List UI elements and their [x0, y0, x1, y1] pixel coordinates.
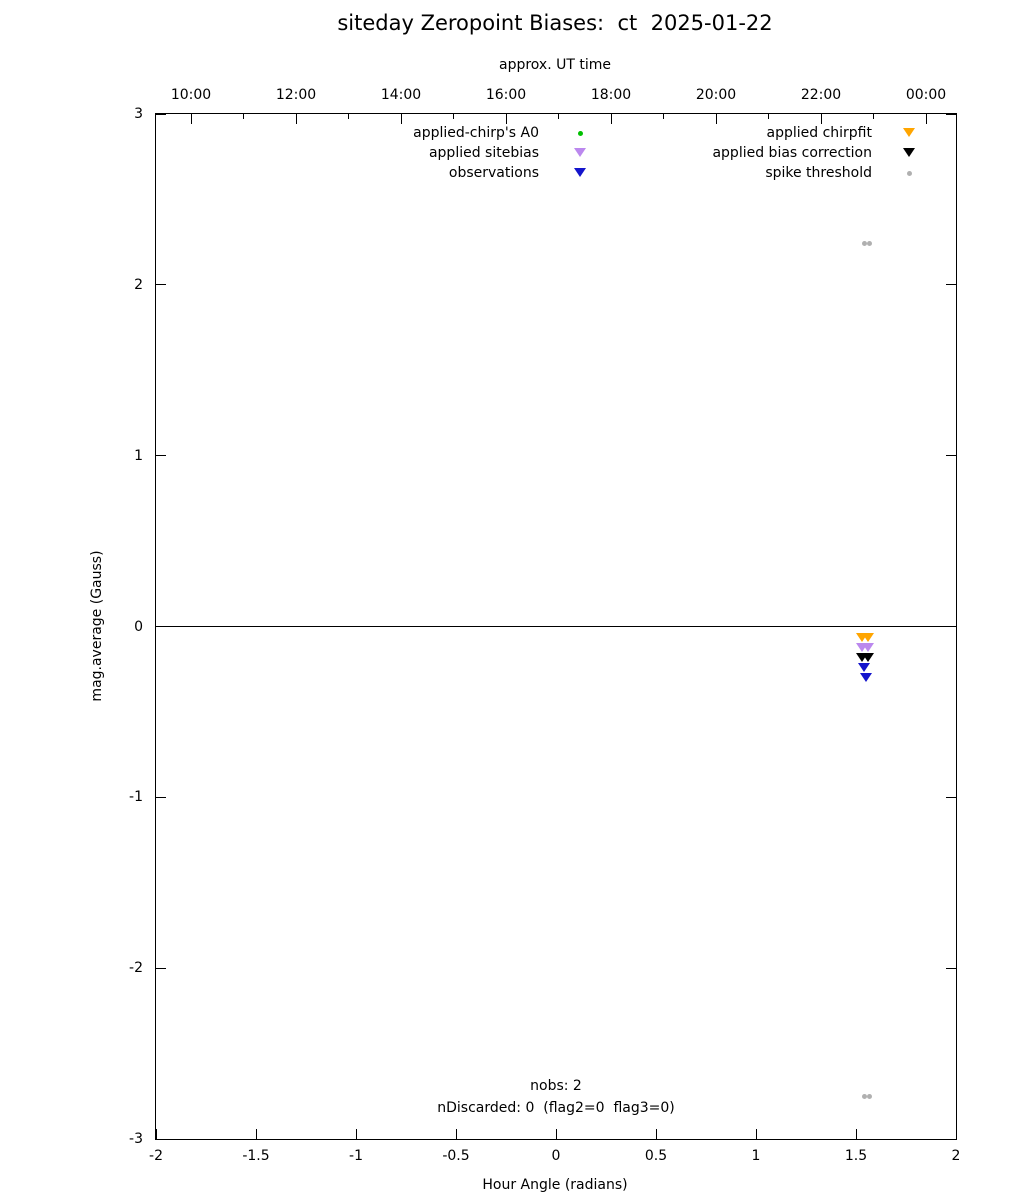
x2-tick-mark [925, 114, 927, 124]
y-tick-mark-right [946, 796, 956, 798]
legend-marker-observations [574, 168, 586, 177]
x2-tick-label: 22:00 [800, 87, 842, 103]
x2-tick-mark [610, 114, 612, 124]
y-tick-mark [156, 967, 166, 969]
y-tick-label: 3 [134, 106, 143, 122]
y-tick-label: 1 [134, 447, 143, 464]
x2-minor-tick-mark [243, 114, 244, 119]
x2-minor-tick-mark [453, 114, 454, 119]
data-point-spike-threshold [866, 241, 872, 247]
y-tick-mark-right [946, 284, 956, 286]
x2-tick-label: 14:00 [380, 87, 422, 103]
x-tick-label: 0.5 [644, 1148, 668, 1164]
chart-title: siteday Zeropoint Biases: ct 2025-01-22 [337, 11, 773, 35]
legend-label-observations: observations [448, 165, 539, 181]
x2-tick-label: 00:00 [905, 87, 947, 103]
x-tick-label: 1.5 [844, 1148, 868, 1164]
x2-tick-mark [715, 114, 717, 124]
data-point-applied-sitebias [862, 642, 874, 652]
x2-tick-label: 20:00 [695, 87, 737, 103]
x-tick-label: -0.5 [442, 1148, 470, 1164]
x-tick-mark [155, 1129, 157, 1139]
plot-annotation: nDiscarded: 0 (flag2=0 flag3=0) [437, 1100, 675, 1117]
data-point-spike-threshold [861, 1093, 867, 1099]
x2-minor-tick-mark [873, 114, 874, 119]
x-tick-mark [855, 1129, 857, 1139]
x2-tick-mark [820, 114, 822, 124]
x2-tick-mark [190, 114, 192, 124]
x-tick-mark [255, 1129, 257, 1139]
y-tick-mark-right [946, 1138, 956, 1140]
x-tick-mark [555, 1129, 557, 1139]
x-axis-label: Hour Angle (radians) [482, 1177, 628, 1193]
data-point-observations [860, 672, 872, 682]
x-tick-label: 2 [951, 1148, 961, 1164]
x-tick-label: -2 [149, 1148, 163, 1164]
y-tick-label: 0 [134, 618, 143, 635]
x2-minor-tick-mark [663, 114, 664, 119]
x-tick-label: 0 [551, 1148, 561, 1164]
y-tick-label: -3 [129, 1131, 143, 1147]
legend-label-spike-threshold: spike threshold [765, 165, 872, 181]
y-tick-mark-right [946, 967, 956, 969]
x2-tick-label: 18:00 [590, 87, 632, 103]
x-tick-label: 1 [751, 1148, 761, 1164]
top-axis-label: approx. UT time [499, 57, 611, 73]
x2-tick-label: 10:00 [170, 87, 212, 103]
x-tick-label: -1.5 [242, 1148, 270, 1164]
legend-label-applied-chirp-s-a0: applied-chirp's A0 [413, 125, 539, 141]
legend-marker-applied-sitebias [574, 148, 586, 157]
x-tick-mark [655, 1129, 657, 1139]
x2-tick-mark [400, 114, 402, 124]
x2-minor-tick-mark [348, 114, 349, 119]
x2-tick-mark [505, 114, 507, 124]
x2-tick-label: 16:00 [485, 87, 527, 103]
data-point-spike-threshold [861, 241, 867, 247]
y-tick-mark [156, 455, 166, 457]
x-tick-mark [455, 1129, 457, 1139]
x2-tick-label: 12:00 [275, 87, 317, 103]
legend-label-applied-bias-correction: applied bias correction [712, 145, 872, 161]
y-tick-mark [156, 1138, 166, 1140]
y-tick-mark [156, 284, 166, 286]
y-tick-mark-right [946, 113, 956, 115]
legend-label-applied-sitebias: applied sitebias [428, 145, 539, 161]
y-tick-mark [156, 796, 166, 798]
legend-marker-spike-threshold [906, 170, 912, 176]
x-tick-mark [955, 1129, 957, 1139]
y-tick-label: 2 [134, 276, 143, 293]
legend-marker-applied-bias-correction [903, 148, 915, 157]
x2-minor-tick-mark [768, 114, 769, 119]
x2-tick-mark [295, 114, 297, 124]
data-point-observations [858, 662, 870, 672]
data-point-applied-bias-correction [862, 653, 874, 663]
y-tick-mark-right [946, 455, 956, 457]
data-point-spike-threshold [866, 1093, 872, 1099]
data-point-applied-chirpfit [862, 633, 874, 643]
x-tick-mark [355, 1129, 357, 1139]
legend-label-applied-chirpfit: applied chirpfit [766, 125, 873, 141]
plot-annotation: nobs: 2 [530, 1078, 582, 1095]
y-tick-mark [156, 113, 166, 115]
x-tick-mark [755, 1129, 757, 1139]
x2-minor-tick-mark [558, 114, 559, 119]
x-tick-label: -1 [349, 1148, 363, 1164]
legend-marker-applied-chirp-s-a0 [577, 130, 583, 136]
plot-area: 3 2 1 0 -1 -2 -3 -2 -1.5 -1 -0.5 0 0.5 1 1.5 2 10:00 12:0… [129, 87, 960, 1164]
y-tick-label: -2 [129, 960, 143, 977]
legend-marker-applied-chirpfit [903, 128, 915, 137]
zero-line [156, 626, 956, 627]
y-tick-label: -1 [129, 789, 143, 806]
